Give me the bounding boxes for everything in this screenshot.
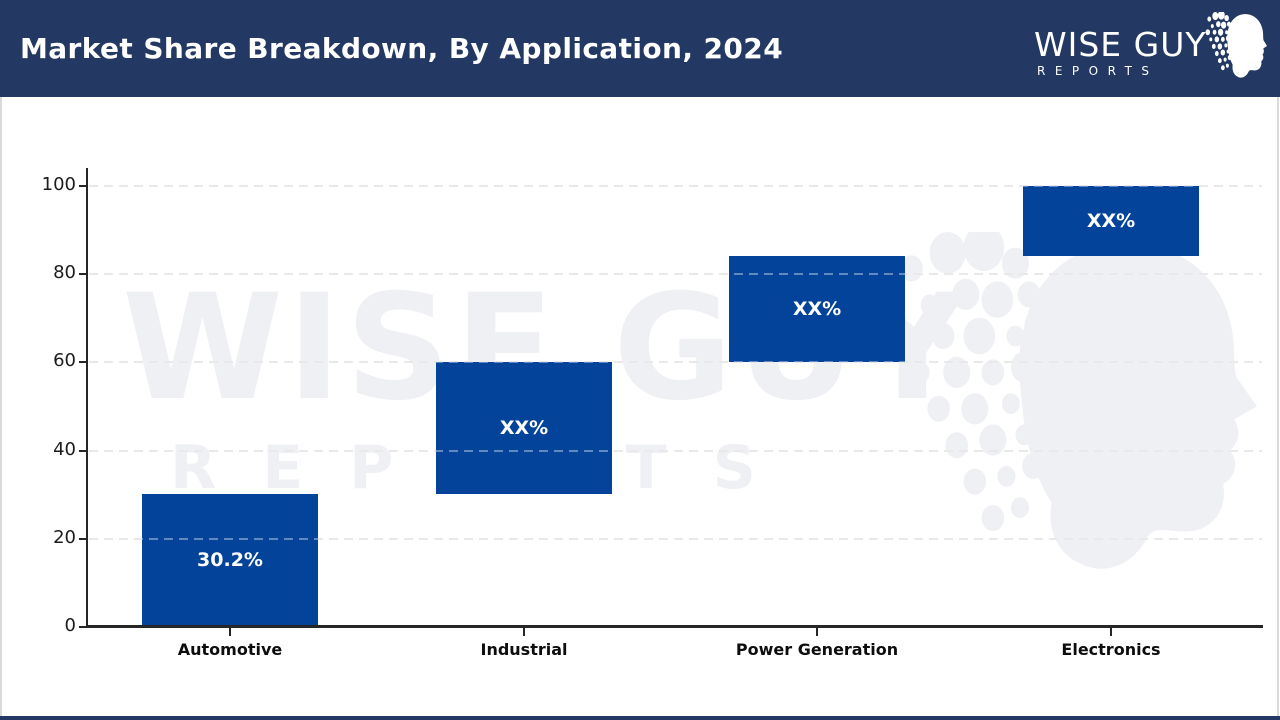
gridline bbox=[89, 273, 1262, 276]
gridline bbox=[89, 185, 1262, 187]
y-tick-label: 0 bbox=[64, 615, 76, 636]
bar-value-label: XX% bbox=[499, 417, 549, 440]
y-tick bbox=[79, 185, 87, 187]
gridline bbox=[89, 537, 1262, 540]
gridline bbox=[89, 449, 1262, 452]
y-axis-line bbox=[86, 168, 88, 627]
bar bbox=[142, 493, 318, 627]
x-axis-line bbox=[86, 625, 1263, 628]
gridline-overlay bbox=[89, 537, 1262, 540]
bottom-rule bbox=[0, 716, 1280, 720]
x-axis-label: Electronics bbox=[1061, 640, 1161, 659]
x-axis-label: Automotive bbox=[177, 640, 283, 659]
y-tick bbox=[79, 273, 87, 276]
x-axis-label: Industrial bbox=[480, 640, 568, 659]
chart-title: Market Share Breakdown, By Application, … bbox=[20, 32, 784, 65]
logo-wise-guy: WISE GUY bbox=[1034, 25, 1207, 64]
left-border bbox=[0, 97, 2, 716]
bar bbox=[729, 256, 905, 363]
y-tick-label: 60 bbox=[53, 350, 76, 372]
x-axis-label: Power Generation bbox=[735, 640, 899, 659]
bar-value-label: 30.2% bbox=[197, 549, 263, 572]
x-tick bbox=[816, 628, 818, 636]
y-tick bbox=[79, 626, 87, 628]
gridline-overlay bbox=[89, 449, 1262, 452]
x-tick bbox=[1110, 628, 1112, 636]
y-tick-label: 20 bbox=[53, 526, 76, 548]
wiseguy-logo-text: WISE GUY REPORTS bbox=[1034, 28, 1207, 78]
bar bbox=[436, 362, 612, 494]
wiseguy-head-watermark-icon bbox=[889, 232, 1257, 569]
y-tick-label: 80 bbox=[53, 262, 76, 284]
wiseguy-head-icon bbox=[1205, 12, 1267, 78]
right-border bbox=[1277, 97, 1279, 716]
bar-value-label: XX% bbox=[1086, 210, 1136, 233]
gridline-overlay bbox=[89, 273, 1262, 276]
x-tick bbox=[523, 628, 525, 636]
y-tick-label: 40 bbox=[53, 438, 76, 460]
y-tick bbox=[79, 537, 87, 540]
gridline bbox=[89, 361, 1262, 364]
wiseguy-logo: WISE GUY REPORTS bbox=[1016, 10, 1267, 90]
bar-value-label: XX% bbox=[792, 298, 842, 321]
y-tick bbox=[79, 361, 87, 364]
gridline-overlay bbox=[89, 185, 1262, 187]
y-tick bbox=[79, 449, 87, 452]
bar bbox=[1023, 186, 1199, 257]
logo-reports: REPORTS bbox=[1037, 64, 1159, 78]
header-banner: Market Share Breakdown, By Application, … bbox=[0, 0, 1280, 97]
x-tick bbox=[229, 628, 231, 636]
gridline-overlay bbox=[89, 361, 1262, 364]
y-tick-label: 100 bbox=[41, 174, 76, 195]
